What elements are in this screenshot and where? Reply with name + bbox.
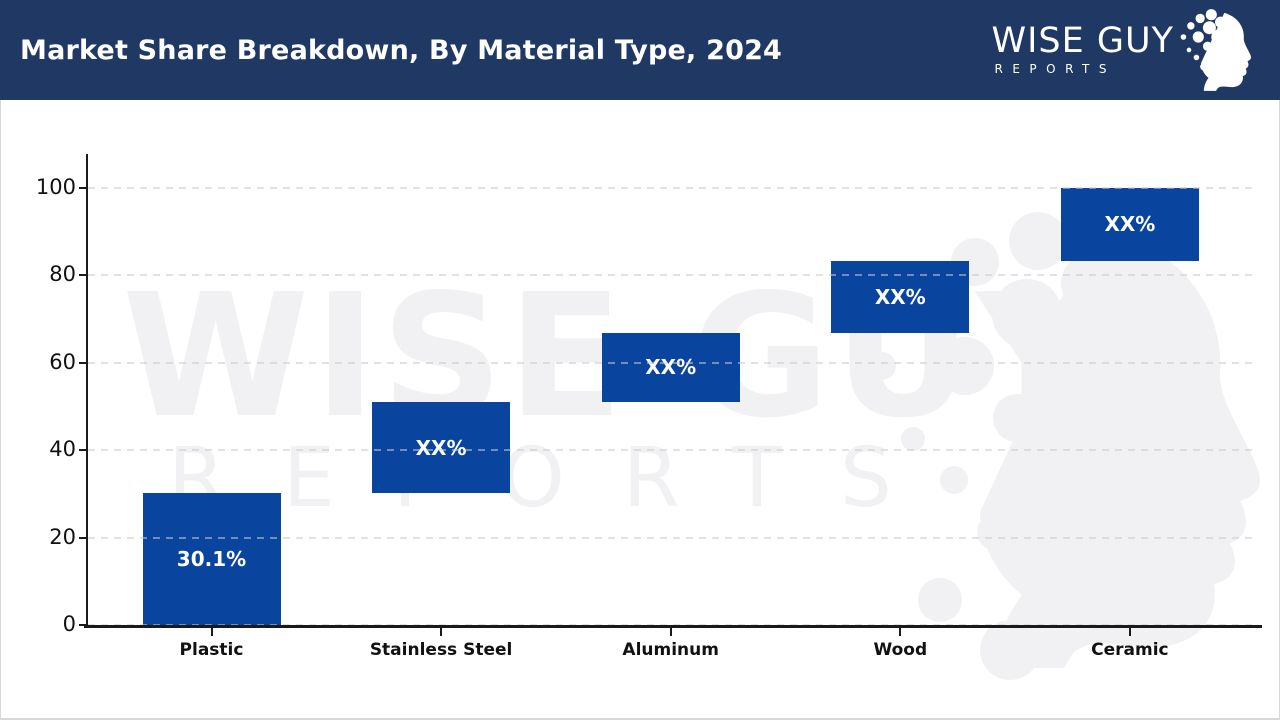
grid-line-40 bbox=[88, 449, 1258, 452]
y-tick-label-60: 60 bbox=[49, 349, 76, 374]
bar-aluminum: XX% bbox=[601, 333, 740, 402]
y-axis-line bbox=[86, 154, 88, 628]
canvas-left-border bbox=[0, 100, 1, 720]
x-axis-tick-wood bbox=[899, 628, 902, 636]
bar-value-label-aluminum: XX% bbox=[645, 355, 697, 380]
x-axis-tick-stainless-steel bbox=[440, 628, 443, 636]
x-axis-tick-ceramic bbox=[1128, 628, 1131, 636]
x-category-label-stainless-steel: Stainless Steel bbox=[369, 640, 513, 660]
grid-line-60 bbox=[88, 361, 1258, 364]
y-tick-label-80: 80 bbox=[49, 262, 76, 287]
x-axis-line bbox=[84, 625, 1262, 628]
y-axis-tick-80 bbox=[79, 274, 87, 277]
bar-value-label-plastic: 30.1% bbox=[176, 547, 247, 572]
bar-value-label-wood: XX% bbox=[874, 285, 926, 310]
dotted-face-icon bbox=[1180, 9, 1252, 91]
x-category-label-wood: Wood bbox=[873, 640, 928, 660]
wise-guy-reports-logo: WISE GUY REPORTS bbox=[991, 8, 1254, 92]
grid-line-20 bbox=[88, 536, 1258, 539]
x-category-label-aluminum: Aluminum bbox=[622, 640, 719, 660]
page-title: Market Share Breakdown, By Material Type… bbox=[20, 34, 783, 66]
y-axis-tick-0 bbox=[79, 624, 87, 626]
x-category-label-plastic: Plastic bbox=[179, 640, 244, 660]
y-tick-label-0: 0 bbox=[62, 612, 76, 636]
grid-line-100 bbox=[88, 187, 1258, 189]
bar-plastic: 30.1% bbox=[142, 493, 281, 625]
y-tick-label-20: 20 bbox=[49, 524, 76, 549]
y-tick-label-100: 100 bbox=[35, 175, 76, 199]
bar-ceramic: XX% bbox=[1060, 188, 1199, 261]
bar-value-label-ceramic: XX% bbox=[1104, 212, 1156, 237]
bar-stainless-steel: XX% bbox=[372, 401, 511, 494]
x-axis-tick-aluminum bbox=[669, 628, 672, 636]
bar-wood: XX% bbox=[831, 260, 970, 334]
logo-subtitle: REPORTS bbox=[994, 62, 1116, 76]
chart-header: Market Share Breakdown, By Material Type… bbox=[0, 0, 1280, 100]
y-axis-tick-60 bbox=[79, 361, 87, 364]
canvas-bottom-border bbox=[0, 718, 1280, 720]
grid-line-80 bbox=[88, 274, 1258, 277]
logo-text: WISE GUY REPORTS bbox=[991, 21, 1174, 77]
chart-canvas: WISE GUY REPORTS 0 20 40 60 80 100 30.1% Plasti… bbox=[0, 100, 1280, 720]
x-category-label-ceramic: Ceramic bbox=[1091, 640, 1169, 660]
x-axis-tick-plastic bbox=[210, 628, 213, 636]
logo-wordmark: WISE GUY bbox=[991, 21, 1174, 61]
y-axis-tick-40 bbox=[79, 449, 87, 452]
bar-value-label-stainless-steel: XX% bbox=[415, 435, 467, 460]
y-axis-tick-20 bbox=[79, 536, 87, 539]
y-tick-label-40: 40 bbox=[49, 437, 76, 462]
y-axis-tick-100 bbox=[79, 187, 87, 189]
